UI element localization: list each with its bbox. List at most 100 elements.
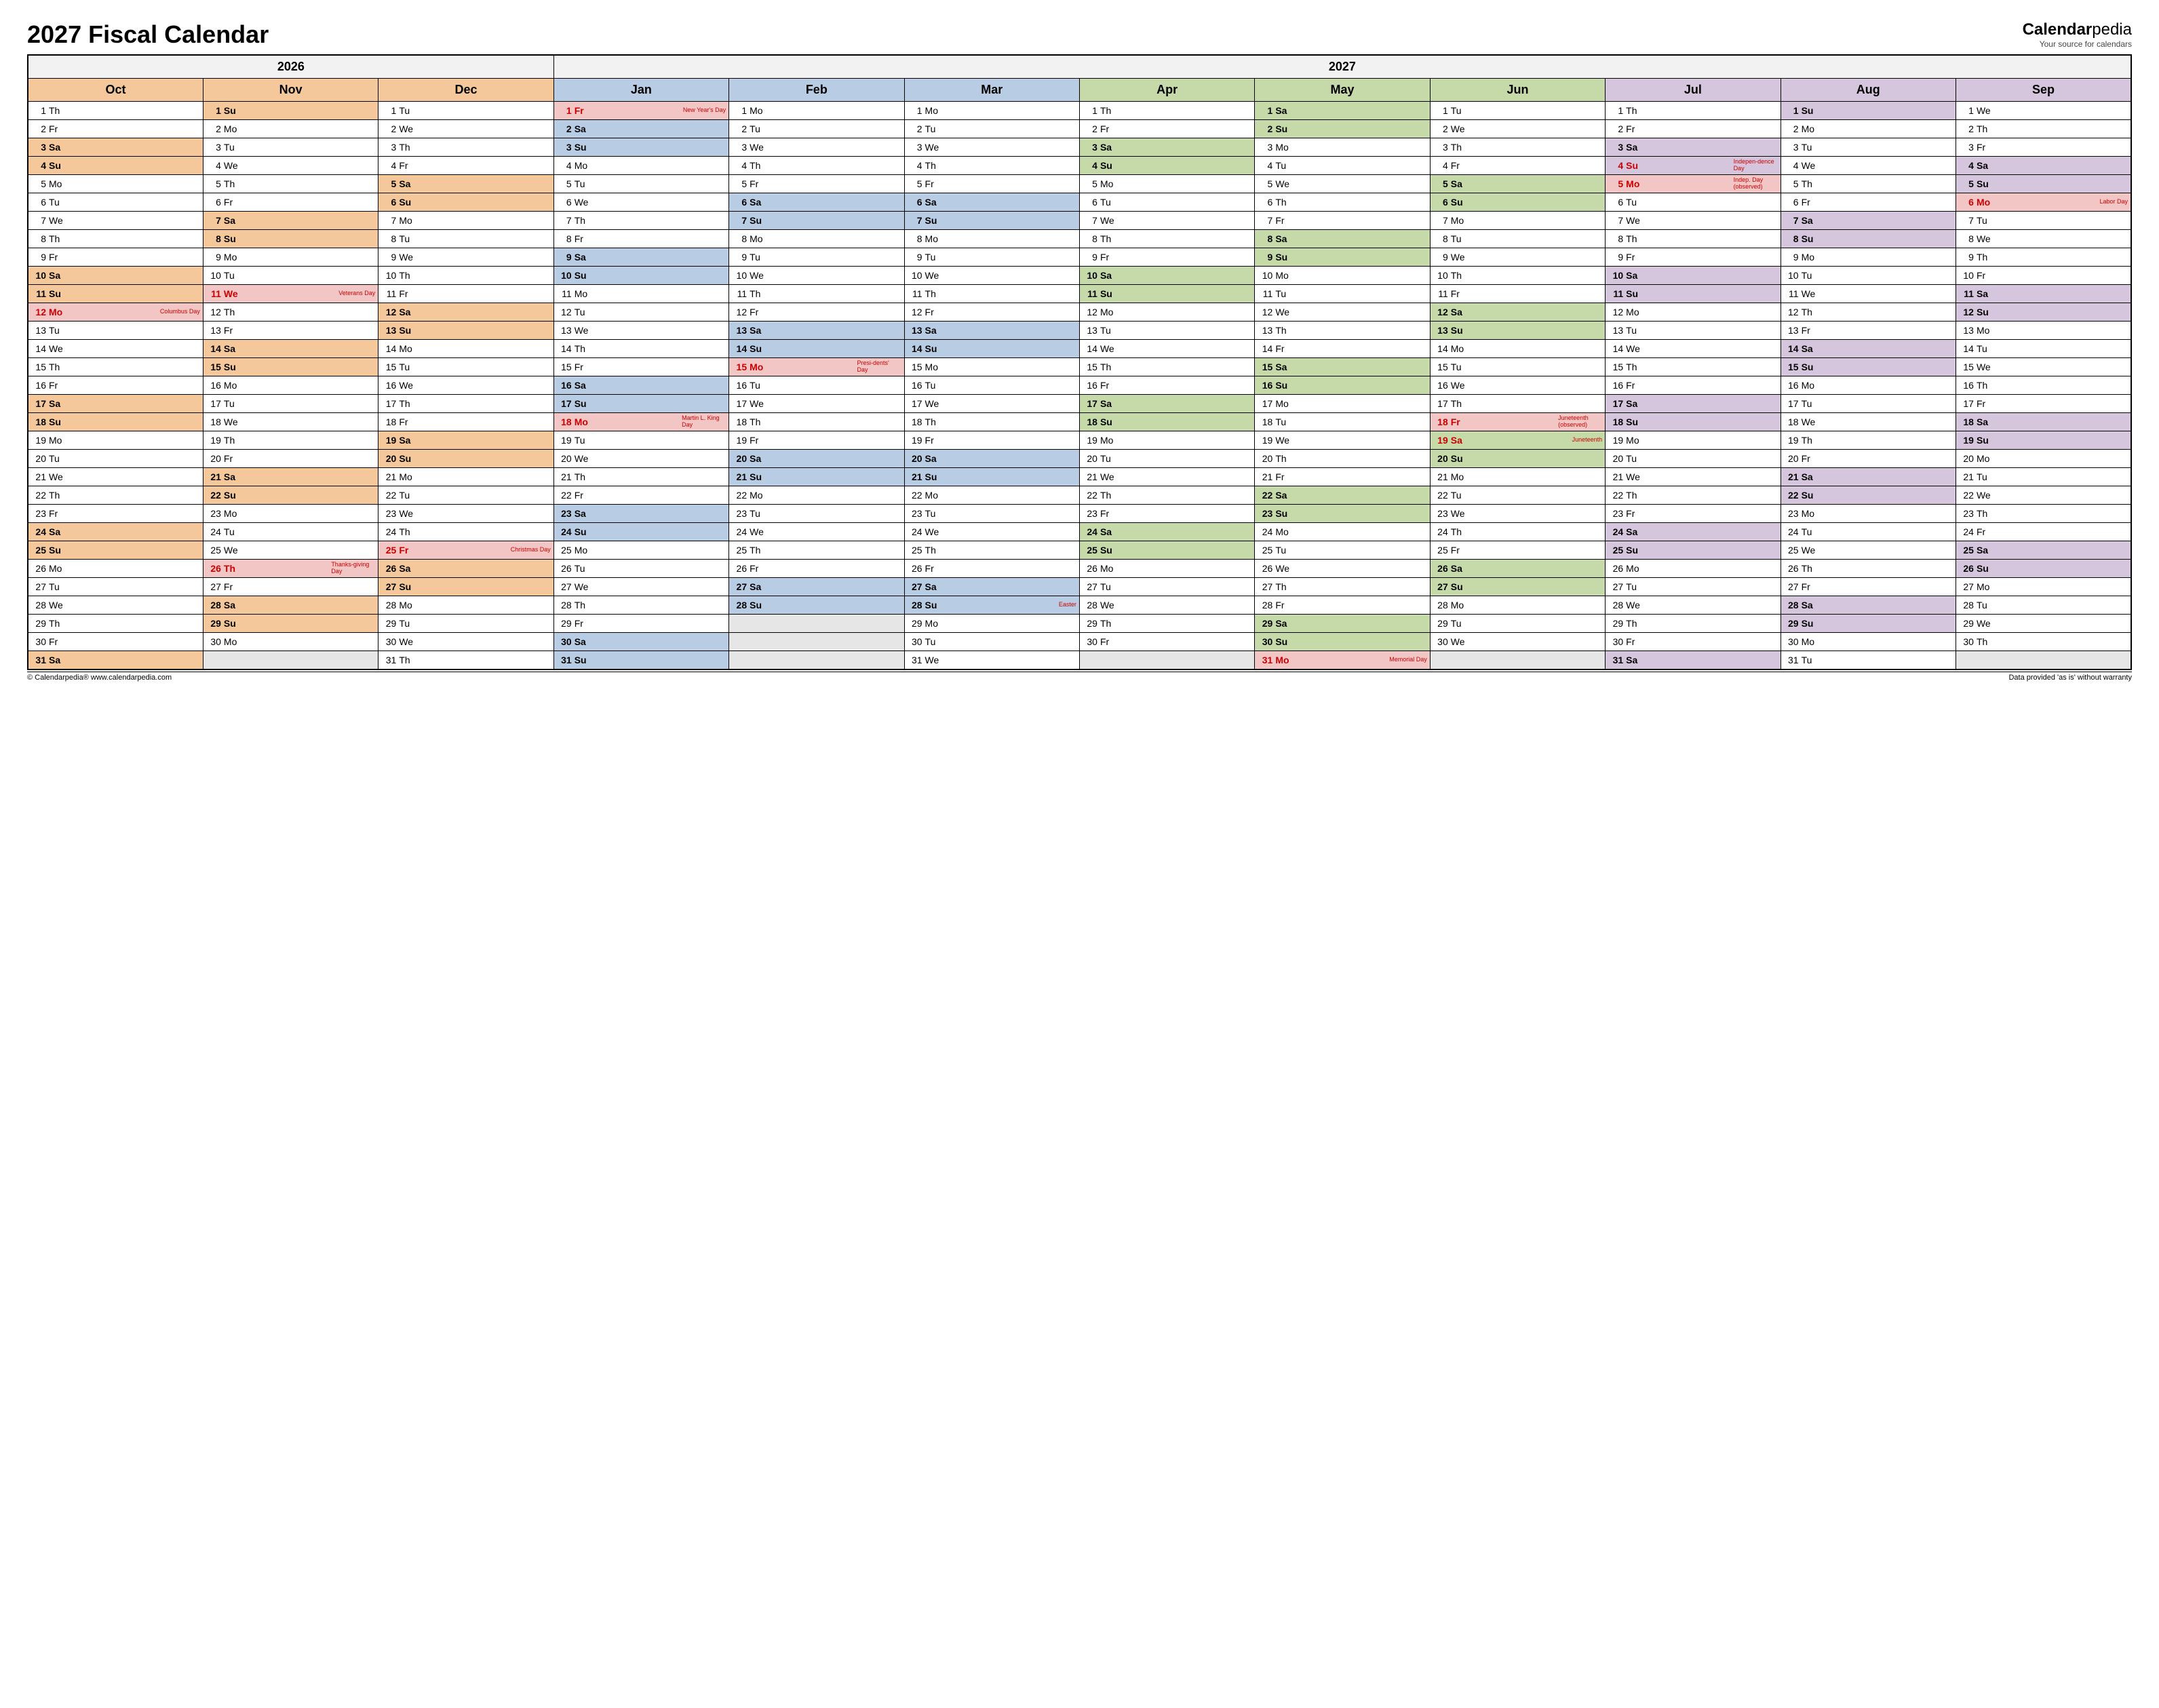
day-cell: 3Fr xyxy=(1956,138,2131,157)
day-abbr: Fr xyxy=(1626,636,1635,647)
day-cell: 23Fr xyxy=(28,505,203,523)
day-cell: 22Tu xyxy=(378,486,553,505)
day-abbr: Mo xyxy=(224,252,237,263)
day-cell: 19Sa xyxy=(378,431,553,450)
day-cell: 8Sa xyxy=(1255,230,1430,248)
day-abbr: Th xyxy=(399,142,410,153)
day-cell: 19SaJuneteenth xyxy=(1430,431,1605,450)
day-abbr: We xyxy=(575,581,589,592)
day-abbr: We xyxy=(1802,545,1816,556)
day-abbr: Sa xyxy=(575,380,586,391)
day-cell: 13Th xyxy=(1255,322,1430,340)
day-abbr: Tu xyxy=(1275,545,1286,556)
day-number: 18 xyxy=(1610,416,1623,427)
day-cell: 16Th xyxy=(1956,376,2131,395)
day-number: 8 xyxy=(558,233,572,244)
day-abbr: Tu xyxy=(925,380,936,391)
day-cell: 12Sa xyxy=(1430,303,1605,322)
day-cell: 27We xyxy=(553,578,728,596)
day-abbr: Mo xyxy=(1802,508,1814,519)
day-cell: 14Mo xyxy=(1430,340,1605,358)
day-abbr: Sa xyxy=(1802,343,1813,354)
day-number: 3 xyxy=(1259,142,1272,153)
day-number: 22 xyxy=(733,490,747,501)
day-cell: 28We xyxy=(1079,596,1254,615)
day-abbr: Sa xyxy=(1275,618,1287,629)
day-number: 16 xyxy=(733,380,747,391)
day-cell xyxy=(729,651,904,669)
day-abbr: Fr xyxy=(1977,142,1985,153)
day-abbr: Mo xyxy=(750,490,762,501)
day-number: 15 xyxy=(558,362,572,372)
day-abbr: Tu xyxy=(1275,288,1286,299)
day-number: 22 xyxy=(909,490,922,501)
day-abbr: Mo xyxy=(1451,343,1464,354)
day-number: 1 xyxy=(383,105,396,116)
day-cell: 1Th xyxy=(1606,102,1781,120)
day-row: 14We14Sa14Mo14Th14Su14Su14We14Fr14Mo14We… xyxy=(28,340,2131,358)
day-number: 26 xyxy=(733,563,747,574)
day-cell: 15Tu xyxy=(378,358,553,376)
day-cell: 26Fr xyxy=(729,560,904,578)
day-number: 27 xyxy=(1960,581,1974,592)
day-cell: 3Mo xyxy=(1255,138,1430,157)
day-number: 8 xyxy=(1435,233,1448,244)
day-abbr: Su xyxy=(1100,288,1112,299)
day-cell: 24Sa xyxy=(1079,523,1254,541)
day-abbr: Fr xyxy=(1451,545,1460,556)
day-number: 28 xyxy=(383,600,396,610)
day-number: 22 xyxy=(558,490,572,501)
holiday-label: Veterans Day xyxy=(338,290,375,297)
day-abbr: Sa xyxy=(575,508,586,519)
day-number: 29 xyxy=(558,618,572,629)
day-abbr: Mo xyxy=(1100,435,1113,446)
day-abbr: Fr xyxy=(925,307,934,317)
day-abbr: Mo xyxy=(1275,655,1289,665)
day-abbr: Tu xyxy=(1100,581,1111,592)
day-abbr: Tu xyxy=(1626,453,1637,464)
day-number: 5 xyxy=(1084,178,1097,189)
day-cell: 11Th xyxy=(729,285,904,303)
day-abbr: Th xyxy=(49,362,60,372)
day-abbr: Th xyxy=(1100,233,1111,244)
day-cell: 30Fr xyxy=(1079,633,1254,651)
day-number: 31 xyxy=(909,655,922,665)
day-cell: 20Fr xyxy=(1781,450,1956,468)
day-cell: 1Th xyxy=(28,102,203,120)
day-number: 21 xyxy=(33,471,46,482)
day-cell: 22Th xyxy=(1079,486,1254,505)
day-cell: 26Su xyxy=(1956,560,2131,578)
holiday-label: Easter xyxy=(1059,602,1076,608)
day-number: 15 xyxy=(909,362,922,372)
day-number: 15 xyxy=(1610,362,1623,372)
day-cell: 4Su xyxy=(28,157,203,175)
day-number: 28 xyxy=(558,600,572,610)
day-cell: 4Fr xyxy=(1430,157,1605,175)
day-number: 23 xyxy=(558,508,572,519)
day-abbr: Tu xyxy=(1977,600,1987,610)
holiday-label: Labor Day xyxy=(2099,199,2128,206)
day-cell: 26Mo xyxy=(1079,560,1254,578)
day-abbr: We xyxy=(1100,600,1114,610)
day-number: 1 xyxy=(909,105,922,116)
day-abbr: We xyxy=(1977,362,1991,372)
day-cell: 2We xyxy=(1430,120,1605,138)
day-cell: 11Su xyxy=(28,285,203,303)
day-abbr: We xyxy=(750,270,764,281)
day-number: 3 xyxy=(1435,142,1448,153)
day-cell: 9Mo xyxy=(1781,248,1956,267)
day-number: 30 xyxy=(383,636,396,647)
day-cell: 11Th xyxy=(904,285,1079,303)
day-number: 17 xyxy=(33,398,46,409)
day-cell: 29Fr xyxy=(553,615,728,633)
day-abbr: We xyxy=(1977,233,1991,244)
day-cell: 17Th xyxy=(1430,395,1605,413)
day-cell: 23Tu xyxy=(729,505,904,523)
day-abbr: Th xyxy=(1977,123,1987,134)
day-number: 22 xyxy=(1610,490,1623,501)
day-abbr: Fr xyxy=(1275,600,1284,610)
day-number: 27 xyxy=(1435,581,1448,592)
day-cell: 9Fr xyxy=(1079,248,1254,267)
day-abbr: Mo xyxy=(1100,307,1113,317)
holiday-label: Memorial Day xyxy=(1389,657,1427,663)
